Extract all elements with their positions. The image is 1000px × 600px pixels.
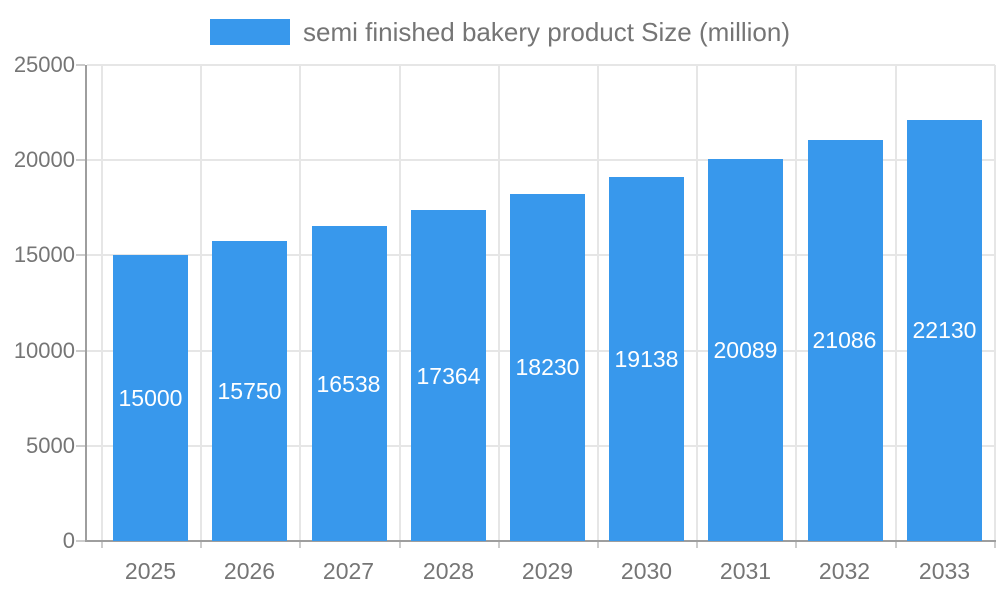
vertical-gridline (696, 65, 698, 541)
y-axis: 0 5000 10000 15000 20000 25000 (0, 0, 75, 600)
x-axis-category-label: 2025 (124, 558, 177, 584)
bar[interactable] (113, 255, 188, 541)
y-axis-tick (76, 159, 85, 162)
x-axis-tick (399, 540, 401, 548)
y-axis-tick (76, 254, 85, 257)
vertical-gridline (795, 65, 797, 541)
vertical-gridline (498, 65, 500, 541)
x-axis-category-label: 2028 (422, 558, 475, 584)
y-axis-line (85, 65, 87, 542)
bar[interactable] (708, 159, 783, 541)
y-axis-tick (76, 64, 85, 66)
vertical-gridline (101, 65, 103, 541)
horizontal-gridline (87, 64, 995, 66)
y-axis-tick-label: 20000 (13, 147, 75, 173)
x-axis-tick (498, 540, 500, 548)
bar-value-label: 15000 (118, 385, 183, 411)
bar[interactable] (212, 241, 287, 541)
x-axis-tick (895, 540, 897, 548)
x-axis-category-label: 2026 (223, 558, 276, 584)
vertical-gridline (994, 65, 996, 541)
vertical-gridline (399, 65, 401, 541)
bar-value-label: 15750 (217, 378, 282, 404)
bar-value-label: 19138 (614, 346, 679, 372)
bar[interactable] (609, 177, 684, 541)
y-axis-tick-label: 15000 (13, 242, 75, 268)
vertical-gridline (200, 65, 202, 541)
y-axis-tick-label: 0 (62, 528, 75, 553)
x-axis-category-label: 2031 (719, 558, 772, 584)
bar[interactable] (312, 226, 387, 541)
bar-value-label: 17364 (416, 363, 481, 389)
legend-label: semi finished bakery product Size (milli… (303, 17, 790, 47)
bar[interactable] (907, 120, 982, 541)
x-axis-tick (795, 540, 797, 548)
y-axis-tick-label: 10000 (13, 337, 75, 363)
vertical-gridline (299, 65, 301, 541)
horizontal-gridline (87, 159, 995, 162)
x-axis-tick (597, 540, 599, 548)
bar-value-label: 16538 (316, 371, 381, 397)
x-axis-category-label: 2032 (818, 558, 871, 584)
x-axis-tick (101, 540, 103, 548)
x-axis-category-label: 2030 (620, 558, 673, 584)
x-axis-tick (299, 540, 301, 548)
y-axis-tick-label: 25000 (13, 52, 75, 77)
x-axis-tick (200, 540, 202, 548)
x-axis-category-label: 2033 (918, 558, 971, 584)
bar[interactable] (411, 210, 486, 541)
legend-swatch (210, 19, 291, 45)
x-axis-line (85, 540, 996, 542)
bar-value-label: 18230 (515, 354, 580, 380)
legend[interactable]: semi finished bakery product Size (milli… (0, 19, 1000, 45)
x-axis-category-label: 2029 (521, 558, 574, 584)
x-axis-category-label: 2027 (322, 558, 375, 584)
y-axis-tick (76, 444, 85, 447)
bar[interactable] (808, 140, 883, 541)
bar-value-label: 20089 (713, 337, 778, 363)
bar-value-label: 21086 (812, 327, 877, 353)
bar-value-label: 22130 (912, 317, 977, 343)
x-axis-tick (994, 540, 996, 548)
bar[interactable] (510, 194, 585, 541)
y-axis-tick (76, 540, 85, 542)
vertical-gridline (597, 65, 599, 541)
y-axis-tick (76, 349, 85, 352)
vertical-gridline (895, 65, 897, 541)
y-axis-tick-label: 5000 (26, 432, 75, 458)
x-axis-tick (696, 540, 698, 548)
